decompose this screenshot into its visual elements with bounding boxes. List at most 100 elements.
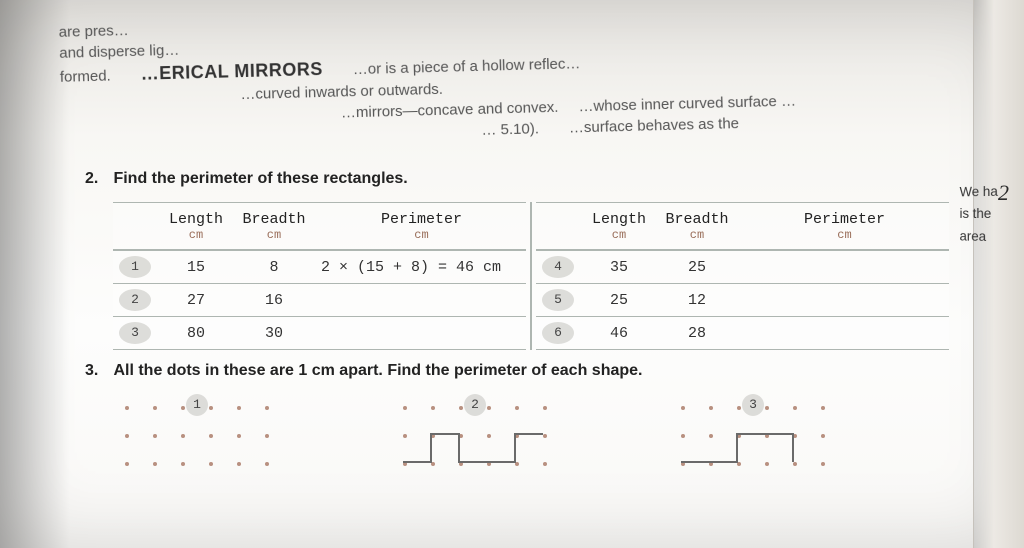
grid-dot	[765, 406, 769, 410]
grid-dot	[125, 406, 129, 410]
grid-dot	[681, 434, 685, 438]
grid-dot	[125, 434, 129, 438]
cell-breadth: 16	[235, 288, 313, 313]
grid-dot	[209, 434, 213, 438]
grid-dot	[459, 462, 463, 466]
table-left-half: Length cm Breadth cm Perimeter cm 1 15	[113, 202, 526, 350]
grid-dot	[153, 434, 157, 438]
cell-length: 35	[580, 255, 658, 280]
grid-dot	[125, 462, 129, 466]
grid-dot	[821, 462, 825, 466]
cell-perimeter	[313, 296, 526, 304]
row-index: 1	[119, 256, 151, 278]
table-right-half: Length cm Breadth cm Perimeter cm 4 35	[536, 202, 949, 350]
cell-breadth: 28	[658, 321, 736, 346]
page-gutter	[0, 0, 70, 548]
table-row: 3 80 30	[113, 316, 526, 350]
question-text: All the dots in these are 1 cm apart. Fi…	[113, 362, 642, 379]
cell-perimeter: 2 × (15 + 8) = 46 cm	[313, 255, 526, 280]
cell-perimeter	[736, 263, 949, 271]
grid-dot	[265, 462, 269, 466]
cell-length: 15	[157, 255, 235, 280]
cell-length: 25	[580, 288, 658, 313]
question-text: Find the perimeter of these rectangles.	[113, 170, 407, 187]
col-breadth: Breadth cm	[658, 209, 736, 244]
row-index: 6	[542, 322, 574, 344]
shape-label: 3	[742, 394, 764, 416]
exercise-content: 2. Find the perimeter of these rectangle…	[85, 170, 949, 478]
dot-shape-1: 1	[113, 394, 281, 478]
table-row: 2 27 16	[113, 283, 526, 316]
question-2: 2. Find the perimeter of these rectangle…	[85, 170, 949, 188]
shape-label: 1	[186, 394, 208, 416]
cell-perimeter	[736, 329, 949, 337]
grid-dot	[237, 462, 241, 466]
grid-dot	[403, 462, 407, 466]
grid-dot	[765, 462, 769, 466]
col-length: Length cm	[580, 209, 658, 244]
grid-dot	[181, 434, 185, 438]
fragment: is the	[960, 202, 1018, 225]
grid-dot	[821, 434, 825, 438]
cell-length: 27	[157, 288, 235, 313]
row-index: 3	[119, 322, 151, 344]
cell-breadth: 8	[235, 255, 313, 280]
grid-dot	[515, 406, 519, 410]
grid-dot	[487, 406, 491, 410]
grid-dot	[737, 434, 741, 438]
grid-dot	[737, 462, 741, 466]
grid-dot	[681, 462, 685, 466]
table-header-row: Length cm Breadth cm Perimeter cm	[113, 202, 526, 250]
grid-dot	[153, 462, 157, 466]
grid-dot	[237, 434, 241, 438]
col-length: Length cm	[157, 209, 235, 244]
grid-dot	[821, 406, 825, 410]
fragment: area	[960, 225, 1018, 248]
row-index: 4	[542, 256, 574, 278]
grid-dot	[459, 434, 463, 438]
row-index: 5	[542, 289, 574, 311]
grid-dot	[487, 434, 491, 438]
grid-dot	[793, 406, 797, 410]
grid-dot	[543, 462, 547, 466]
grid-dot	[543, 434, 547, 438]
cell-breadth: 30	[235, 321, 313, 346]
textbook-page: are pres… and disperse lig… formed. …ERI…	[0, 0, 1024, 548]
grid-dot	[153, 406, 157, 410]
grid-dot	[709, 434, 713, 438]
fragment: … 5.10).	[481, 119, 539, 141]
grid-dot	[403, 406, 407, 410]
fragment: We ha	[960, 179, 1018, 202]
table-row: 6 46 28	[536, 316, 949, 350]
grid-dot	[403, 434, 407, 438]
grid-dot	[709, 406, 713, 410]
table-divider	[530, 202, 532, 350]
cell-length: 46	[580, 321, 658, 346]
grid-dot	[265, 406, 269, 410]
top-partial-text: are pres… and disperse lig… formed. …ERI…	[0, 0, 1024, 163]
cell-breadth: 25	[658, 255, 736, 280]
shape-outline	[681, 406, 841, 486]
dot-shape-2: 2	[391, 394, 559, 478]
grid-dot	[515, 462, 519, 466]
col-perimeter: Perimeter cm	[313, 209, 526, 244]
grid-dot	[681, 406, 685, 410]
grid-dot	[431, 434, 435, 438]
question-number: 3.	[85, 362, 109, 380]
grid-dot	[431, 462, 435, 466]
fragment: …surface behaves as the	[569, 113, 740, 138]
table-row: 1 15 8 2 × (15 + 8) = 46 cm	[113, 250, 526, 283]
grid-dot	[543, 406, 547, 410]
grid-dot	[237, 406, 241, 410]
question-3: 3. All the dots in these are 1 cm apart.…	[85, 362, 949, 380]
col-perimeter: Perimeter cm	[736, 209, 949, 244]
grid-dot	[209, 406, 213, 410]
cell-perimeter	[313, 329, 526, 337]
table-row: 4 35 25	[536, 250, 949, 283]
table-header-row: Length cm Breadth cm Perimeter cm	[536, 202, 949, 250]
shape-outline	[403, 406, 563, 486]
cell-perimeter	[736, 296, 949, 304]
grid-dot	[181, 462, 185, 466]
cell-length: 80	[157, 321, 235, 346]
grid-dot	[793, 462, 797, 466]
